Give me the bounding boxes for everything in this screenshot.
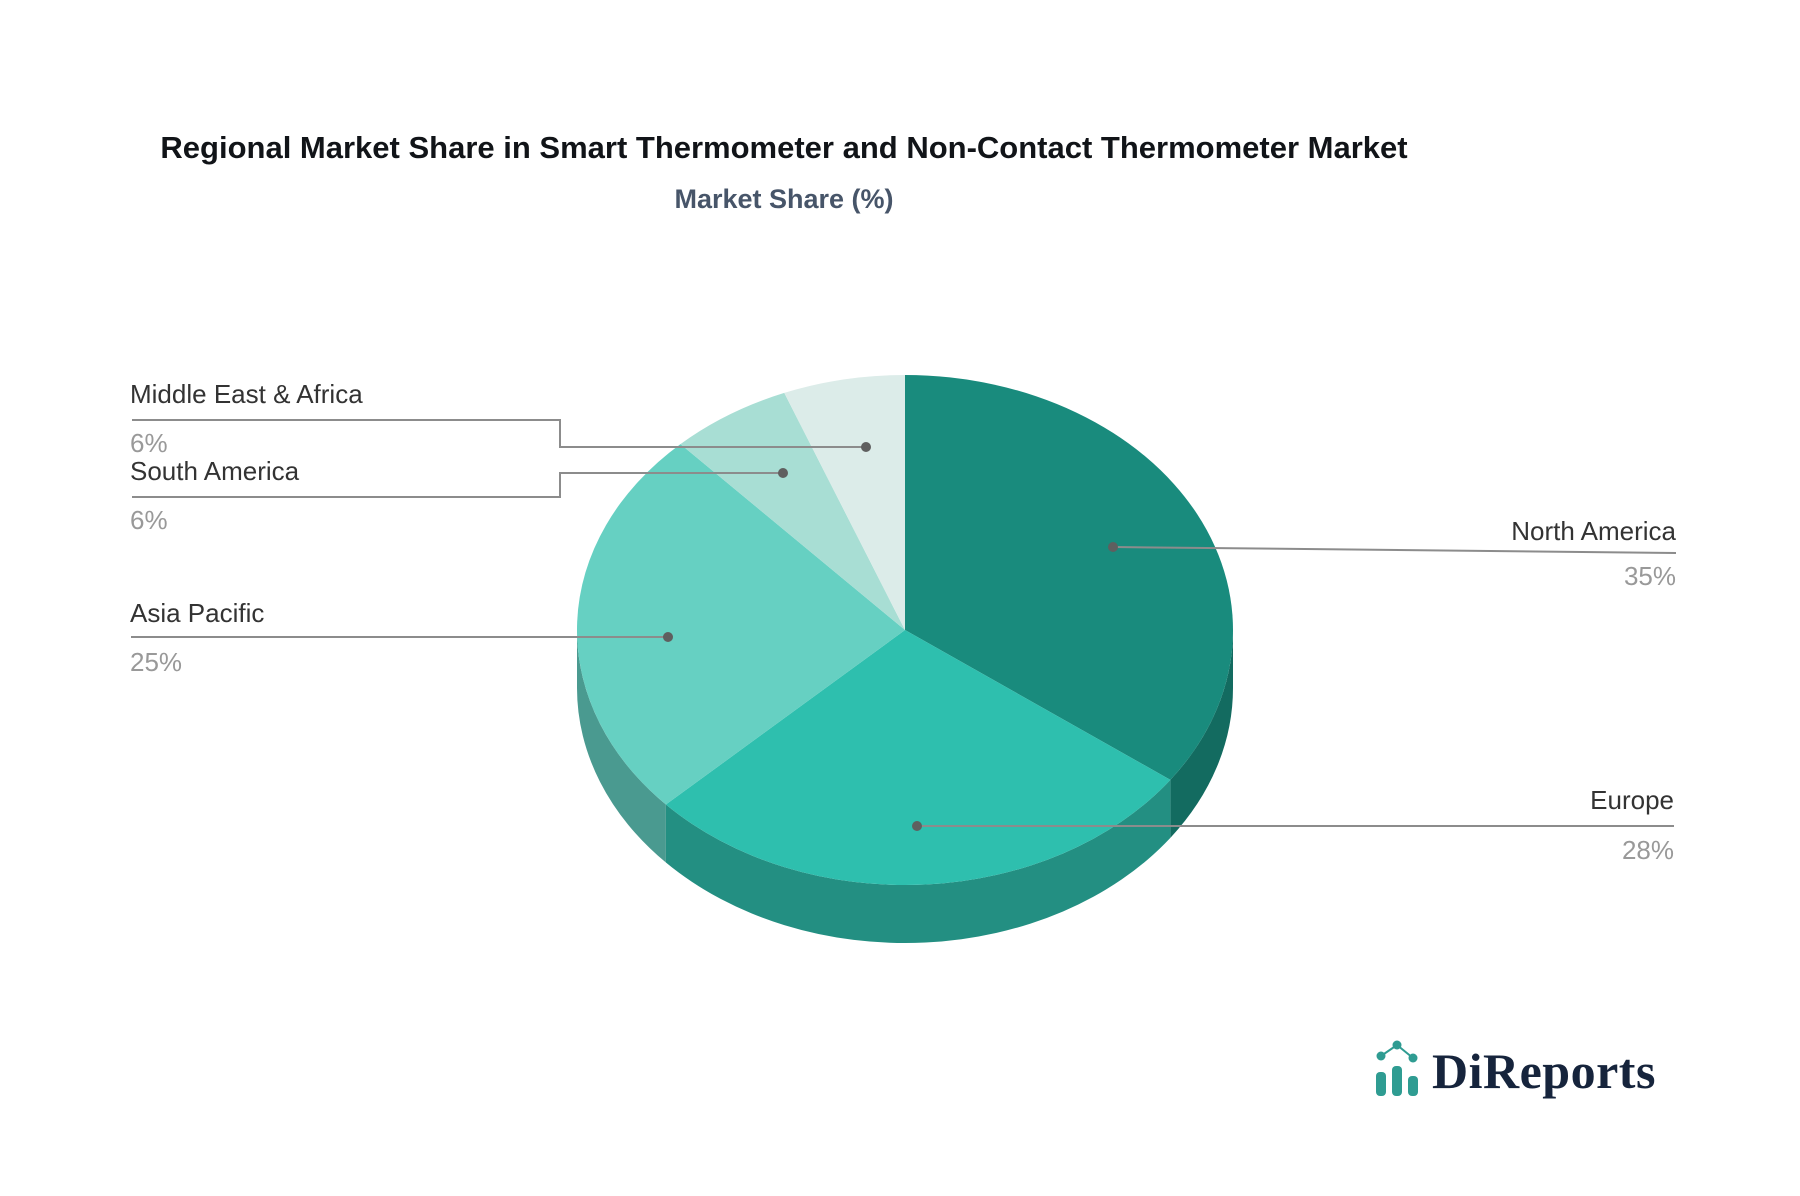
logo-bar xyxy=(1376,1072,1386,1096)
leader-line-north-america xyxy=(1112,546,1677,554)
leader-dot-europe xyxy=(912,821,922,831)
leader-dot-south-america xyxy=(778,468,788,478)
slice-label: Europe xyxy=(1590,785,1674,815)
slice-value: 28% xyxy=(1621,835,1674,865)
pie-side-north-america xyxy=(1170,630,1233,838)
leader-line-middle-east-africa xyxy=(132,419,866,448)
callout-north-america-value: 35% xyxy=(1624,562,1676,591)
pie-slice-south-america xyxy=(680,392,905,630)
pie-slice-north-america xyxy=(905,375,1233,780)
bar-line-chart-icon xyxy=(1376,1040,1418,1096)
callout-south-america-label: South America xyxy=(130,457,299,486)
slice-value: 25% xyxy=(130,647,183,677)
callout-europe-value: 28% xyxy=(1622,836,1674,865)
pie-side-europe xyxy=(665,779,1171,943)
logo-bar xyxy=(1392,1066,1402,1096)
callout-middle-east-africa-value: 6% xyxy=(130,429,168,458)
callout-north-america-label: North America xyxy=(1511,517,1676,546)
direports-logo: DiReports xyxy=(1374,1036,1656,1096)
slice-label: South America xyxy=(130,456,300,486)
logo-dot xyxy=(1392,1040,1402,1050)
logo-text: DiReports xyxy=(1432,1043,1656,1099)
leader-dot-asia-pacific xyxy=(663,632,673,642)
slice-value: 6% xyxy=(130,428,168,458)
slice-label: Asia Pacific xyxy=(130,598,265,628)
pie-slice-europe xyxy=(665,630,1171,886)
slice-value: 35% xyxy=(1623,561,1676,591)
leader-dot-north-america xyxy=(1108,542,1118,552)
logo-dot xyxy=(1408,1053,1418,1063)
pie-side-asia-pacific xyxy=(577,630,666,863)
leader-dot-middle-east-africa xyxy=(861,442,871,452)
slice-label: Middle East & Africa xyxy=(130,379,363,409)
pie-slice-asia-pacific xyxy=(577,444,905,805)
logo-dot xyxy=(1376,1051,1386,1061)
logo-bar xyxy=(1408,1076,1418,1096)
callout-middle-east-africa-label: Middle East & Africa xyxy=(130,380,363,409)
slice-label: North America xyxy=(1511,516,1676,546)
slice-value: 6% xyxy=(130,505,168,535)
page-subtitle: Market Share (%) xyxy=(674,184,894,214)
pie-slice-middle-east-africa xyxy=(784,375,905,630)
callout-asia-pacific-label: Asia Pacific xyxy=(130,599,264,628)
page-title: Regional Market Share in Smart Thermomet… xyxy=(160,130,1408,165)
leader-line-south-america xyxy=(132,472,783,498)
callout-asia-pacific-value: 25% xyxy=(130,648,182,677)
callout-south-america-value: 6% xyxy=(130,506,168,535)
callout-europe-label: Europe xyxy=(1590,786,1674,815)
